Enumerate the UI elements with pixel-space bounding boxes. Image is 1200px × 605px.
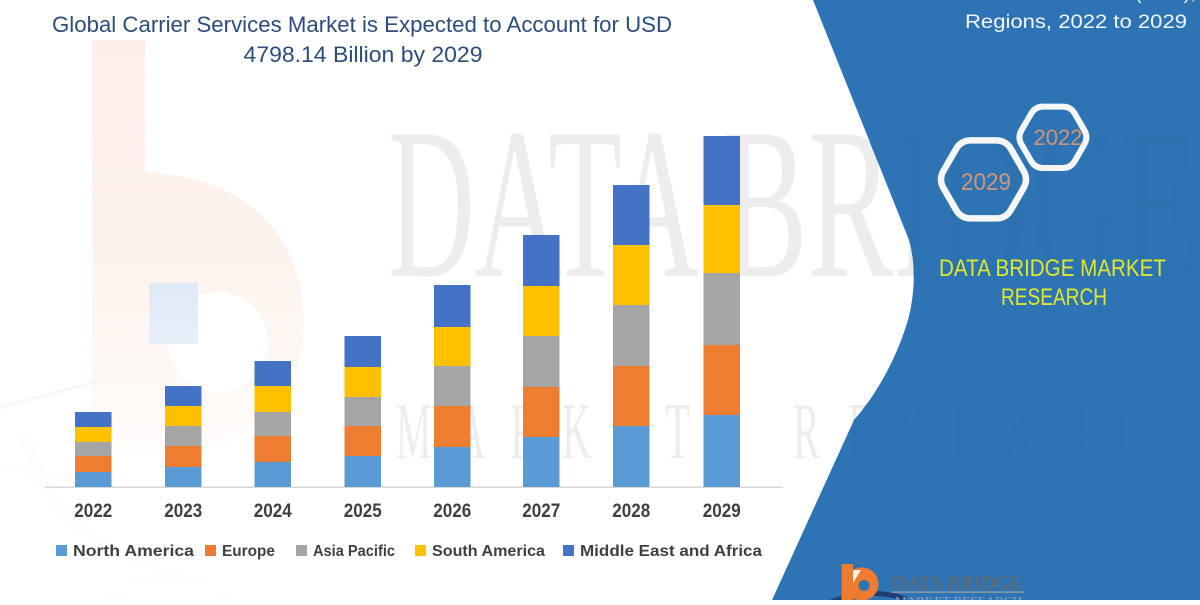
svg-text:Europe: Europe — [222, 543, 275, 560]
svg-text:2022: 2022 — [1034, 125, 1083, 150]
svg-text:2028: 2028 — [612, 501, 650, 522]
svg-text:2024: 2024 — [254, 501, 292, 522]
svg-text:2026: 2026 — [433, 501, 471, 522]
svg-text:Global Carrier Services Market: Global Carrier Services Market is Expect… — [52, 12, 672, 37]
svg-text:DATA BRIDGE MARKET: DATA BRIDGE MARKET — [939, 255, 1166, 282]
svg-text:North America: North America — [73, 543, 194, 560]
svg-text:2029: 2029 — [961, 169, 1011, 196]
svg-text:RESEARCH: RESEARCH — [1001, 284, 1107, 311]
svg-text:Asia Pacific: Asia Pacific — [313, 543, 395, 560]
svg-text:Regions, 2022 to 2029: Regions, 2022 to 2029 — [965, 12, 1187, 33]
svg-text:2022: 2022 — [74, 501, 112, 522]
svg-text:2023: 2023 — [164, 501, 202, 522]
svg-text:South America: South America — [432, 543, 545, 560]
svg-text:MARKET RESEARCH: MARKET RESEARCH — [895, 596, 1023, 600]
svg-text:2029: 2029 — [703, 501, 741, 522]
svg-text:2027: 2027 — [522, 501, 560, 522]
svg-text:(USD),: (USD), — [1135, 0, 1196, 4]
svg-text:DATA BRIDGE: DATA BRIDGE — [892, 573, 1022, 594]
svg-text:Middle East and Africa: Middle East and Africa — [580, 543, 762, 560]
svg-text:4798.14 Billion by 2029: 4798.14 Billion by 2029 — [244, 42, 483, 67]
svg-text:2025: 2025 — [344, 501, 382, 522]
